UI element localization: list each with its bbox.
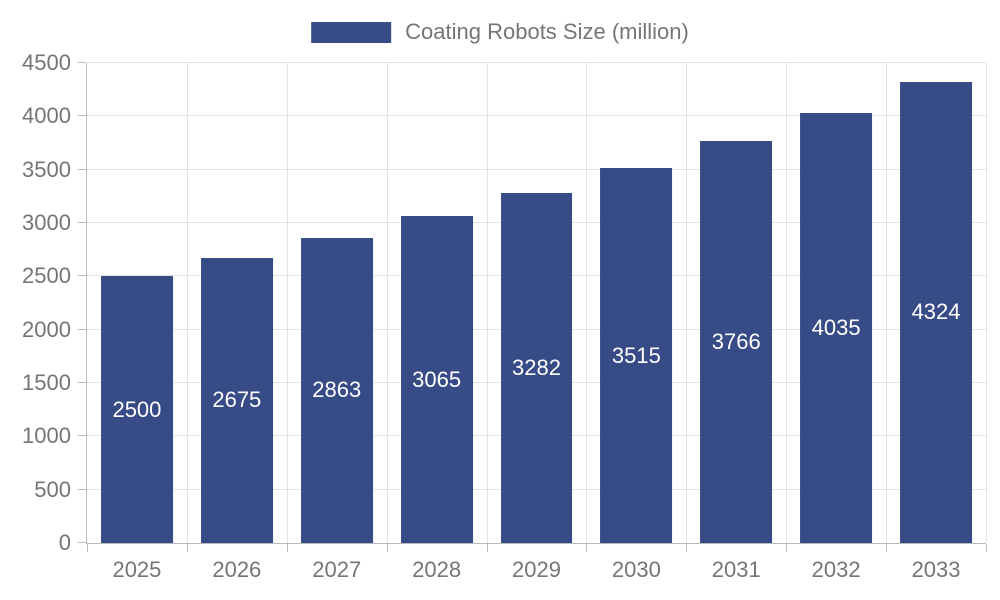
x-axis-label: 2027 (312, 557, 362, 582)
x-axis-label: 2031 (711, 557, 761, 582)
bar-value-label: 2863 (312, 377, 362, 403)
bar-value-label: 3065 (412, 366, 462, 392)
y-axis-tick (78, 435, 86, 437)
x-axis-tick (186, 544, 188, 552)
y-axis-label: 4500 (22, 50, 71, 75)
x-axis-tick (586, 544, 588, 552)
gridline-horizontal (87, 62, 986, 63)
bar-value-label: 4324 (911, 299, 961, 325)
y-axis-label: 1000 (22, 423, 71, 449)
bar: 2675 (200, 257, 273, 543)
y-axis-tick (78, 222, 86, 224)
x-axis-tick (686, 544, 688, 552)
gridline-vertical (186, 63, 188, 543)
y-axis-label: 500 (34, 476, 71, 502)
x-axis-tick (786, 544, 788, 552)
bar: 3766 (700, 141, 773, 543)
x-axis-label: 2029 (512, 557, 561, 582)
bar: 4035 (800, 112, 873, 543)
gridline-horizontal (87, 115, 986, 117)
bar: 3282 (500, 192, 573, 543)
y-axis-label: 3000 (22, 210, 71, 236)
bar-value-label: 2675 (212, 387, 262, 413)
x-axis-tick (886, 544, 888, 552)
x-axis-label: 2028 (412, 557, 462, 582)
x-axis-label: 2032 (811, 557, 861, 582)
y-axis-tick (78, 328, 86, 330)
gridline-vertical (586, 63, 588, 543)
x-axis-tick (386, 544, 388, 552)
y-axis-label: 3500 (22, 156, 71, 182)
plot-area: 2500 2675 2863 3065 3282 3515 3766 4035 4324 0 50… (22, 50, 987, 582)
bar-value-label: 3282 (512, 354, 561, 380)
bar: 3515 (600, 168, 673, 543)
gridline-horizontal (87, 168, 986, 170)
bar-value-label: 4035 (811, 314, 861, 340)
y-axis-tick (78, 115, 86, 117)
y-axis-tick (78, 542, 86, 543)
gridline-vertical (986, 63, 987, 543)
bar-value-label: 3766 (711, 329, 761, 355)
gridline-vertical (686, 63, 688, 543)
legend: Coating Robots Size (million) (311, 19, 689, 45)
bar-value-label: 2500 (112, 396, 162, 422)
y-axis-tick (78, 488, 86, 490)
bar-value-label: 3515 (611, 342, 661, 368)
y-axis-label: 0 (58, 530, 71, 555)
y-axis-label: 1500 (22, 370, 71, 396)
y-axis-tick (78, 275, 86, 277)
gridline-vertical (286, 63, 288, 543)
legend-label: Coating Robots Size (million) (405, 19, 689, 44)
y-axis-label: 2500 (22, 263, 71, 289)
x-axis-label: 2025 (112, 557, 162, 582)
bar: 3065 (400, 216, 473, 543)
y-axis-tick (78, 62, 86, 63)
gridline-vertical (486, 63, 488, 543)
gridline-vertical (786, 63, 788, 543)
bar: 2863 (300, 237, 373, 543)
y-axis-label: 2000 (22, 316, 71, 342)
bar: 2500 (100, 276, 173, 543)
gridline-vertical (386, 63, 388, 543)
x-axis-label: 2030 (611, 557, 661, 582)
x-axis-tick (986, 544, 987, 552)
x-axis-label: 2033 (911, 557, 961, 582)
x-axis-tick (486, 544, 488, 552)
x-axis-tick (87, 544, 88, 552)
y-axis-label: 4000 (22, 103, 71, 129)
y-axis-tick (78, 382, 86, 384)
gridline-vertical (886, 63, 888, 543)
bar: 4324 (900, 81, 972, 543)
y-axis-tick (78, 168, 86, 170)
x-axis-tick (286, 544, 288, 552)
legend-swatch (311, 21, 392, 43)
x-axis-label: 2026 (212, 557, 262, 582)
